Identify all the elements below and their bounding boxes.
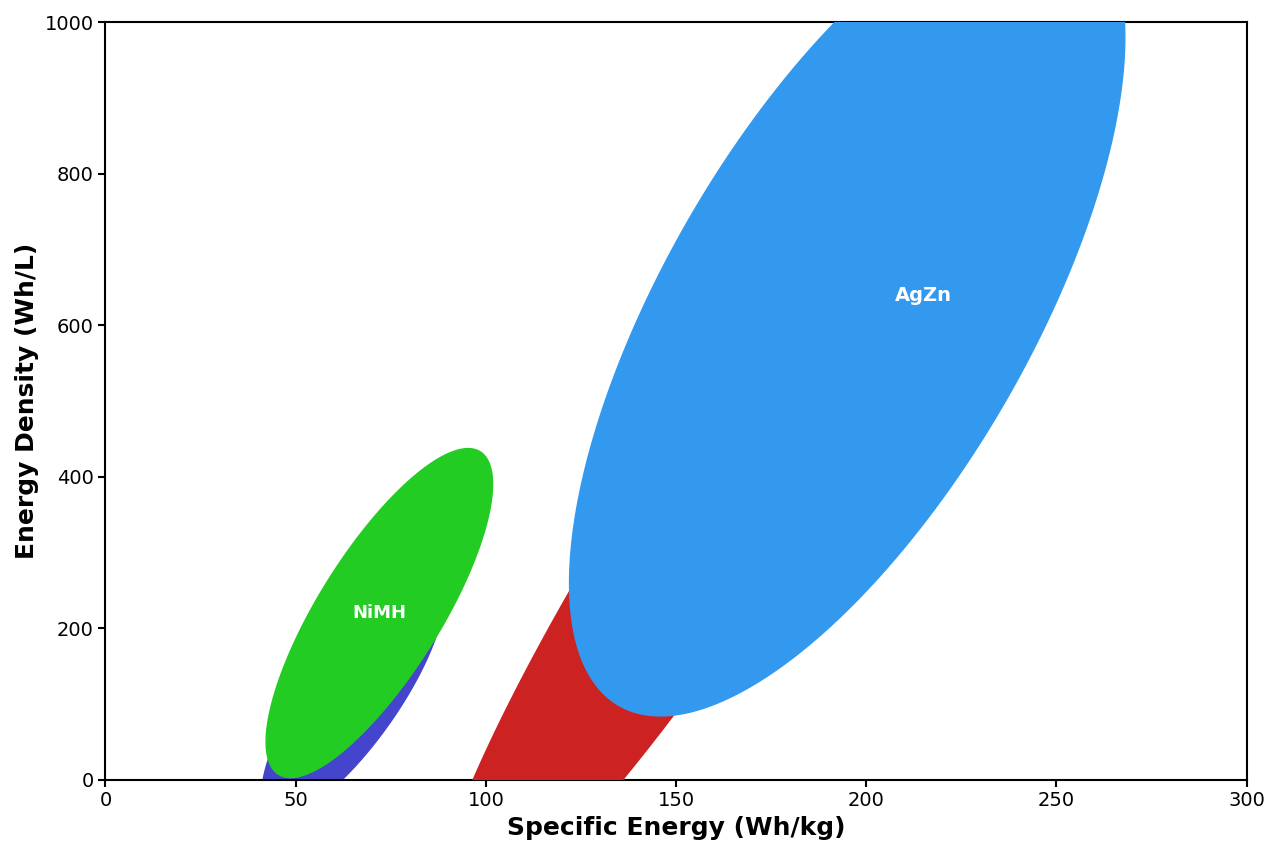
Polygon shape: [266, 449, 493, 777]
Polygon shape: [435, 35, 1032, 855]
Y-axis label: Energy Density (Wh/L): Energy Density (Wh/L): [15, 243, 38, 559]
Text: AgZn: AgZn: [895, 286, 952, 304]
Text: Li-ion: Li-ion: [645, 460, 707, 479]
Polygon shape: [262, 575, 444, 817]
Polygon shape: [570, 0, 1125, 716]
Text: NiMH: NiMH: [352, 604, 406, 622]
Text: NiCd: NiCd: [321, 691, 369, 709]
X-axis label: Specific Energy (Wh/kg): Specific Energy (Wh/kg): [507, 816, 845, 840]
